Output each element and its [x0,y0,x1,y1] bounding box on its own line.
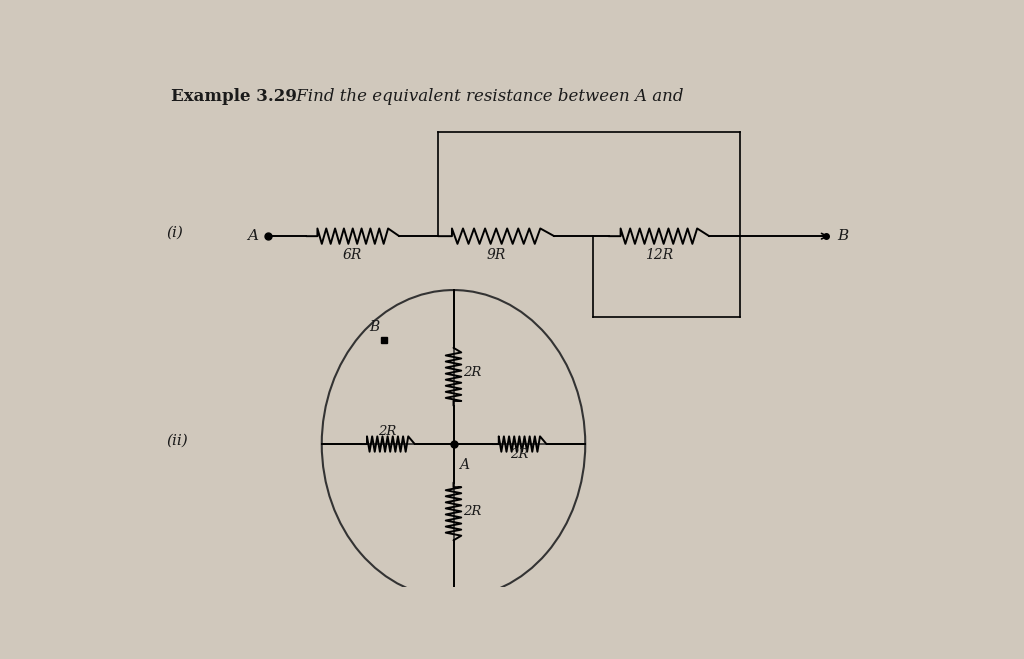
Text: 2R: 2R [463,366,481,380]
Text: A: A [247,229,258,243]
Text: B: B [838,229,848,243]
Text: Find the equivalent resistance between A and: Find the equivalent resistance between A… [291,88,683,105]
Text: (i): (i) [167,225,183,239]
Text: 9R: 9R [486,248,506,262]
Text: 2R: 2R [379,425,397,438]
Text: B: B [370,320,380,334]
Text: 12R: 12R [645,248,673,262]
Text: Example 3.29: Example 3.29 [171,88,297,105]
Text: 2R: 2R [510,448,528,461]
Text: 2R: 2R [463,505,481,518]
Text: A: A [459,458,469,472]
Text: (ii): (ii) [167,433,188,447]
Text: 6R: 6R [343,248,362,262]
